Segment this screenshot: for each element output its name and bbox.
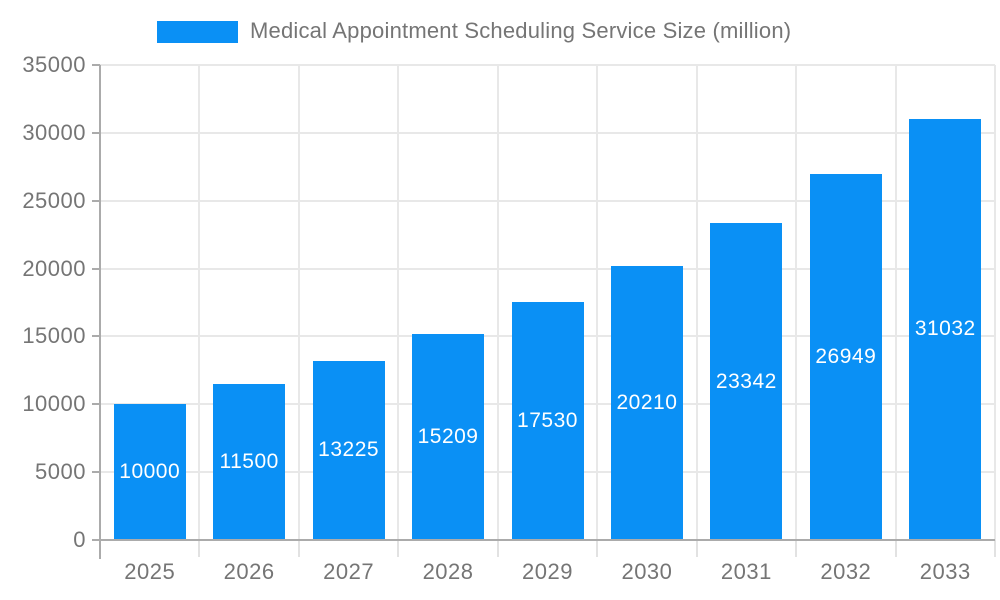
bar-value-label: 17530 bbox=[517, 409, 578, 433]
x-axis-tick bbox=[596, 540, 599, 557]
y-axis-tick bbox=[92, 131, 100, 134]
y-axis-label: 15000 bbox=[22, 323, 86, 349]
x-axis-tick bbox=[496, 540, 499, 557]
x-axis-label: 2031 bbox=[720, 559, 772, 584]
x-axis-tick bbox=[795, 540, 798, 557]
x-axis-tick bbox=[297, 540, 300, 557]
legend-swatch-icon bbox=[157, 21, 238, 43]
y-axis-label: 20000 bbox=[22, 255, 86, 281]
y-axis-tick bbox=[92, 64, 100, 66]
y-axis-tick bbox=[92, 539, 100, 541]
bar-value-label: 31032 bbox=[914, 317, 976, 341]
x-axis-label: 2028 bbox=[422, 559, 474, 584]
y-axis-tick bbox=[92, 471, 100, 474]
bar-value-label: 26949 bbox=[815, 345, 877, 369]
x-gridline bbox=[596, 65, 599, 540]
bar bbox=[312, 360, 385, 540]
y-axis-tick bbox=[92, 335, 100, 338]
y-axis-label: 10000 bbox=[22, 391, 86, 417]
x-axis-line bbox=[100, 539, 995, 541]
bar bbox=[809, 174, 882, 540]
y-gridline bbox=[100, 199, 995, 202]
x-axis-label: 2030 bbox=[621, 559, 673, 584]
x-axis-label: 2029 bbox=[522, 559, 573, 584]
x-gridline bbox=[994, 65, 996, 540]
y-gridline bbox=[100, 267, 995, 270]
y-axis-label: 30000 bbox=[22, 119, 86, 145]
x-axis-tick bbox=[198, 540, 201, 557]
y-axis-label: 0 bbox=[73, 527, 86, 552]
y-axis-tick bbox=[92, 267, 100, 270]
x-gridline bbox=[894, 65, 897, 540]
bar-value-label: 13225 bbox=[318, 438, 380, 462]
x-gridline bbox=[795, 65, 798, 540]
x-gridline bbox=[496, 65, 499, 540]
x-axis-label: 2032 bbox=[820, 559, 872, 584]
x-axis-tick bbox=[994, 540, 996, 557]
y-axis-label: 35000 bbox=[22, 52, 86, 77]
bar-value-label: 11500 bbox=[219, 449, 279, 473]
bar bbox=[113, 404, 186, 540]
x-axis-label: 2026 bbox=[223, 559, 275, 584]
x-gridline bbox=[397, 65, 400, 540]
x-gridline bbox=[695, 65, 698, 540]
x-gridline bbox=[198, 65, 201, 540]
bar-value-label: 15209 bbox=[417, 424, 479, 448]
x-axis-tick bbox=[397, 540, 400, 557]
bar-value-label: 23342 bbox=[715, 369, 777, 393]
y-gridline bbox=[100, 64, 995, 66]
bar bbox=[610, 265, 683, 540]
bar bbox=[412, 333, 485, 540]
x-gridline bbox=[297, 65, 300, 540]
bar-value-label: 10000 bbox=[119, 460, 181, 484]
bar bbox=[213, 383, 286, 540]
x-axis-label: 2025 bbox=[124, 559, 176, 584]
y-axis-tick bbox=[92, 403, 100, 406]
y-gridline bbox=[100, 131, 995, 134]
y-axis-tick bbox=[92, 199, 100, 202]
legend: Medical Appointment Scheduling Service S… bbox=[157, 18, 792, 43]
bar bbox=[710, 223, 783, 540]
bar bbox=[909, 118, 982, 540]
y-axis-label: 5000 bbox=[35, 459, 86, 485]
y-axis-line bbox=[99, 65, 101, 559]
y-axis-label: 25000 bbox=[22, 187, 86, 213]
x-axis-tick bbox=[894, 540, 897, 557]
x-axis-tick bbox=[695, 540, 698, 557]
x-axis-label: 2027 bbox=[323, 559, 375, 584]
bar bbox=[511, 302, 584, 540]
x-axis-label: 2033 bbox=[919, 559, 971, 584]
bar-value-label: 20210 bbox=[616, 390, 678, 414]
legend-label: Medical Appointment Scheduling Service S… bbox=[250, 18, 792, 43]
